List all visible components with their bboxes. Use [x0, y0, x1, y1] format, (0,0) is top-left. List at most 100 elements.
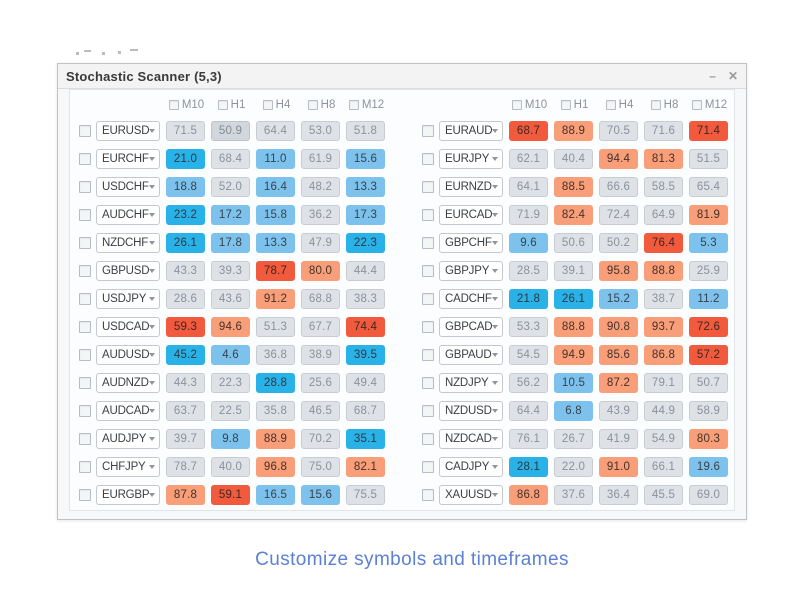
symbol-checkbox-cadchf[interactable] [422, 292, 434, 305]
timeframe-label: H4 [275, 99, 291, 111]
stochastic-value-gbpaud-h4: 85.6 [599, 344, 638, 365]
stochastic-value-audchf-h1: 17.2 [211, 204, 250, 225]
symbol-select-nzdusd[interactable]: NZDUSD [439, 400, 503, 421]
symbol-select-cadjpy[interactable]: CADJPY [439, 456, 503, 477]
stochastic-value-nzdcad-h8: 54.9 [644, 428, 683, 449]
symbol-label: USDJPY [102, 292, 147, 305]
timeframe-checkbox-h4[interactable] [605, 100, 616, 110]
symbol-select-xauusd[interactable]: XAUUSD [439, 484, 503, 505]
symbol-select-nzdcad[interactable]: NZDCAD [439, 428, 503, 449]
stochastic-value-audchf-m10: 23.2 [166, 204, 205, 225]
symbol-select-audchf[interactable]: AUDCHF [96, 204, 160, 225]
symbol-select-chfjpy[interactable]: CHFJPY [96, 456, 160, 477]
symbol-checkbox-eurusd[interactable] [79, 124, 91, 137]
symbol-label: EURJPY [445, 152, 490, 165]
timeframe-checkbox-h1[interactable] [560, 100, 571, 110]
stochastic-value-gbpjpy-h4: 95.8 [599, 260, 638, 281]
symbol-select-gbpaud[interactable]: GBPAUD [439, 344, 503, 365]
symbol-checkbox-eurjpy[interactable] [422, 152, 434, 165]
symbol-checkbox-usdjpy[interactable] [79, 292, 91, 305]
timeframe-checkbox-m12[interactable] [691, 100, 702, 110]
symbol-checkbox-usdchf[interactable] [79, 180, 91, 193]
symbol-select-eurcad[interactable]: EURCAD [439, 204, 503, 225]
symbol-select-eurgbp[interactable]: EURGBP [96, 484, 160, 505]
stochastic-value-gbpchf-m10: 9.6 [509, 232, 548, 253]
symbol-select-eurchf[interactable]: EURCHF [96, 148, 160, 169]
symbol-checkbox-eurgbp[interactable] [79, 488, 91, 501]
stochastic-value-eurusd-h4: 64.4 [256, 120, 295, 141]
symbol-checkbox-audusd[interactable] [79, 348, 91, 361]
symbol-select-usdjpy[interactable]: USDJPY [96, 288, 160, 309]
symbol-select-cadchf[interactable]: CADCHF [439, 288, 503, 309]
timeframe-checkbox-h4[interactable] [262, 100, 273, 110]
symbol-checkbox-usdcad[interactable] [79, 320, 91, 333]
symbol-checkbox-audnzd[interactable] [79, 376, 91, 389]
symbol-label: AUDCHF [102, 208, 149, 221]
scanner-row-eurjpy: EURJPY 62.1 40.4 94.4 81.3 51.5 [422, 148, 729, 169]
stochastic-value-eurjpy-m10: 62.1 [509, 148, 548, 169]
scanner-panel: M10 H1 H4 H8 M12 EURUSD 71.5 50.9 64.4 53.0 51.8 EU… [69, 89, 735, 511]
symbol-checkbox-gbpaud[interactable] [422, 348, 434, 361]
symbol-checkbox-nzdjpy[interactable] [422, 376, 434, 389]
symbol-checkbox-gbpchf[interactable] [422, 236, 434, 249]
symbol-select-nzdchf[interactable]: NZDCHF [96, 232, 160, 253]
symbol-select-euraud[interactable]: EURAUD [439, 120, 503, 141]
symbol-checkbox-eurnzd[interactable] [422, 180, 434, 193]
symbol-checkbox-nzdchf[interactable] [79, 236, 91, 249]
symbol-select-audjpy[interactable]: AUDJPY [96, 428, 160, 449]
timeframe-checkbox-m10[interactable] [511, 100, 522, 110]
symbol-label: GBPJPY [445, 264, 490, 277]
stochastic-value-euraud-h1: 88.9 [554, 120, 593, 141]
symbol-select-gbpusd[interactable]: GBPUSD [96, 260, 160, 281]
symbol-checkbox-gbpcad[interactable] [422, 320, 434, 333]
timeframe-checkbox-m12[interactable] [348, 100, 359, 110]
window-titlebar[interactable]: Stochastic Scanner (5,3) – ✕ [58, 64, 746, 89]
scanner-row-gbpaud: GBPAUD 54.5 94.9 85.6 86.8 57.2 [422, 344, 729, 365]
symbol-checkbox-eurchf[interactable] [79, 152, 91, 165]
symbol-checkbox-audcad[interactable] [79, 404, 91, 417]
symbol-select-gbpchf[interactable]: GBPCHF [439, 232, 503, 253]
symbol-checkbox-nzdcad[interactable] [422, 432, 434, 445]
symbol-checkbox-audjpy[interactable] [79, 432, 91, 445]
stochastic-value-eurchf-m12: 15.6 [346, 148, 385, 169]
symbol-select-usdchf[interactable]: USDCHF [96, 176, 160, 197]
scanner-row-euraud: EURAUD 68.7 88.9 70.5 71.6 71.4 [422, 120, 729, 141]
stochastic-value-nzdcad-h4: 41.9 [599, 428, 638, 449]
chevron-down-icon [492, 296, 498, 301]
window-title: Stochastic Scanner (5,3) [66, 68, 222, 84]
stochastic-value-cadchf-h1: 26.1 [554, 288, 593, 309]
stochastic-value-gbpcad-h1: 88.8 [554, 316, 593, 337]
stochastic-value-audusd-m12: 39.5 [346, 344, 385, 365]
symbol-select-audnzd[interactable]: AUDNZD [96, 372, 160, 393]
symbol-select-audcad[interactable]: AUDCAD [96, 400, 160, 421]
symbol-select-gbpcad[interactable]: GBPCAD [439, 316, 503, 337]
stochastic-value-chfjpy-h4: 96.8 [256, 456, 295, 477]
timeframe-header-m10: M10 [167, 99, 206, 111]
timeframe-checkbox-h8[interactable] [650, 100, 661, 110]
symbol-label: EURGBP [102, 488, 150, 501]
scanner-row-gbpusd: GBPUSD 43.3 39.3 78.7 80.0 44.4 [79, 260, 386, 281]
symbol-checkbox-audchf[interactable] [79, 208, 91, 221]
minimize-icon[interactable]: – [709, 69, 716, 83]
symbol-select-nzdjpy[interactable]: NZDJPY [439, 372, 503, 393]
timeframe-checkbox-h1[interactable] [217, 100, 228, 110]
symbol-checkbox-eurcad[interactable] [422, 208, 434, 221]
symbol-checkbox-nzdusd[interactable] [422, 404, 434, 417]
symbol-checkbox-cadjpy[interactable] [422, 460, 434, 473]
timeframe-checkbox-m10[interactable] [168, 100, 179, 110]
symbol-label: EURCHF [102, 152, 149, 165]
symbol-checkbox-gbpusd[interactable] [79, 264, 91, 277]
symbol-select-audusd[interactable]: AUDUSD [96, 344, 160, 365]
symbol-select-eurjpy[interactable]: EURJPY [439, 148, 503, 169]
chevron-down-icon [492, 380, 498, 385]
symbol-select-gbpjpy[interactable]: GBPJPY [439, 260, 503, 281]
symbol-checkbox-gbpjpy[interactable] [422, 264, 434, 277]
symbol-checkbox-chfjpy[interactable] [79, 460, 91, 473]
symbol-checkbox-xauusd[interactable] [422, 488, 434, 501]
symbol-select-eurusd[interactable]: EURUSD [96, 120, 160, 141]
symbol-select-usdcad[interactable]: USDCAD [96, 316, 160, 337]
close-icon[interactable]: ✕ [727, 69, 738, 83]
symbol-select-eurnzd[interactable]: EURNZD [439, 176, 503, 197]
symbol-checkbox-euraud[interactable] [422, 124, 434, 137]
timeframe-checkbox-h8[interactable] [307, 100, 318, 110]
